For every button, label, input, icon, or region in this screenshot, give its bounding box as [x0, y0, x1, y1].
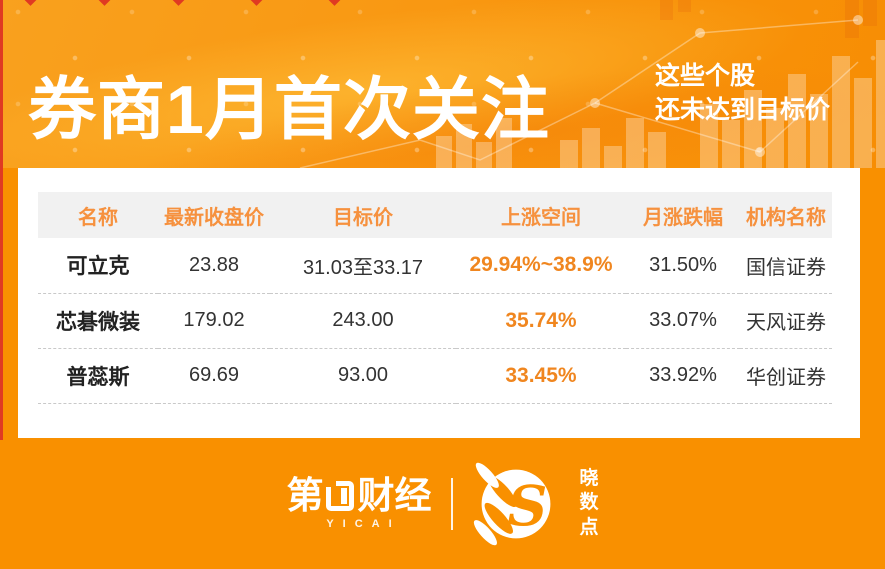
col-header-monthly: 月涨跌幅	[626, 192, 740, 238]
yicai-logo: 第 财经 YICAI	[286, 477, 431, 530]
stock-table: 名称 最新收盘价 目标价 上涨空间 月涨跌幅 机构名称 可立克 23.88 31…	[38, 192, 832, 404]
col-header-name: 名称	[38, 192, 158, 238]
target-price: 93.00	[270, 348, 456, 404]
left-edge-red-strip	[0, 0, 3, 440]
footer-divider	[451, 477, 454, 530]
monthly-change: 33.07%	[626, 293, 740, 349]
yicai-char-left: 第	[286, 475, 324, 516]
xiaoshudian-char: 数	[579, 492, 599, 514]
broker-name: 天风证券	[740, 293, 832, 349]
stock-name: 可立克	[38, 238, 158, 294]
broker-name: 华创证券	[740, 348, 832, 404]
subtitle-line-1: 这些个股	[655, 62, 756, 90]
monthly-change: 33.92%	[626, 348, 740, 404]
yicai-char-right: 财经	[357, 475, 432, 516]
xiaoshudian-char: 点	[579, 516, 599, 538]
target-price: 31.03至33.17	[270, 238, 456, 294]
close-price: 179.02	[158, 293, 270, 349]
yicai-number-one-glyph-icon	[325, 479, 355, 511]
dot-grid-pattern	[0, 0, 885, 168]
table-row: 普蕊斯 69.69 93.00 33.45% 33.92% 华创证券	[38, 348, 832, 404]
target-price: 243.00	[270, 293, 456, 349]
table-header-row: 名称 最新收盘价 目标价 上涨空间 月涨跌幅 机构名称	[38, 192, 832, 238]
col-header-target: 目标价	[270, 192, 456, 238]
yicai-logo-characters: 第 财经	[286, 477, 431, 514]
monthly-change: 31.50%	[626, 238, 740, 294]
header-band: 券商1月首次关注 这些个股 还未达到目标价	[0, 0, 885, 168]
table-row: 芯碁微装 179.02 243.00 35.74% 33.07% 天风证券	[38, 293, 832, 349]
footer-brand-bar: 第 财经 YICAI S 晓 数 点	[0, 438, 885, 569]
subtitle-line-2: 还未达到目标价	[655, 95, 831, 124]
xiaoshudian-char: 晓	[579, 468, 599, 490]
yicai-english-wordmark: YICAI	[326, 518, 401, 530]
page-subtitle: 这些个股 还未达到目标价	[655, 60, 830, 128]
xiaoshudian-wordmark: 晓 数 点	[579, 467, 598, 540]
stock-name: 芯碁微装	[38, 293, 158, 349]
upside-value: 35.74%	[456, 293, 626, 349]
upside-value: 29.94%~38.9%	[456, 238, 626, 294]
col-header-broker: 机构名称	[740, 192, 832, 238]
header-chart-decoration	[299, 0, 885, 168]
page-title: 券商1月首次关注	[28, 72, 550, 148]
close-price: 23.88	[158, 238, 270, 294]
stock-name: 普蕊斯	[38, 348, 158, 404]
close-price: 69.69	[158, 348, 270, 404]
xs-circle-logo-icon: S	[474, 462, 551, 545]
col-header-close: 最新收盘价	[158, 192, 270, 238]
col-header-upside: 上涨空间	[456, 192, 626, 238]
xs-logo-letter: S	[508, 474, 548, 539]
broker-name: 国信证券	[740, 238, 832, 294]
table-row: 可立克 23.88 31.03至33.17 29.94%~38.9% 31.50…	[38, 238, 832, 294]
upside-value: 33.45%	[456, 348, 626, 404]
stock-table-card: 名称 最新收盘价 目标价 上涨空间 月涨跌幅 机构名称 可立克 23.88 31…	[18, 168, 860, 438]
